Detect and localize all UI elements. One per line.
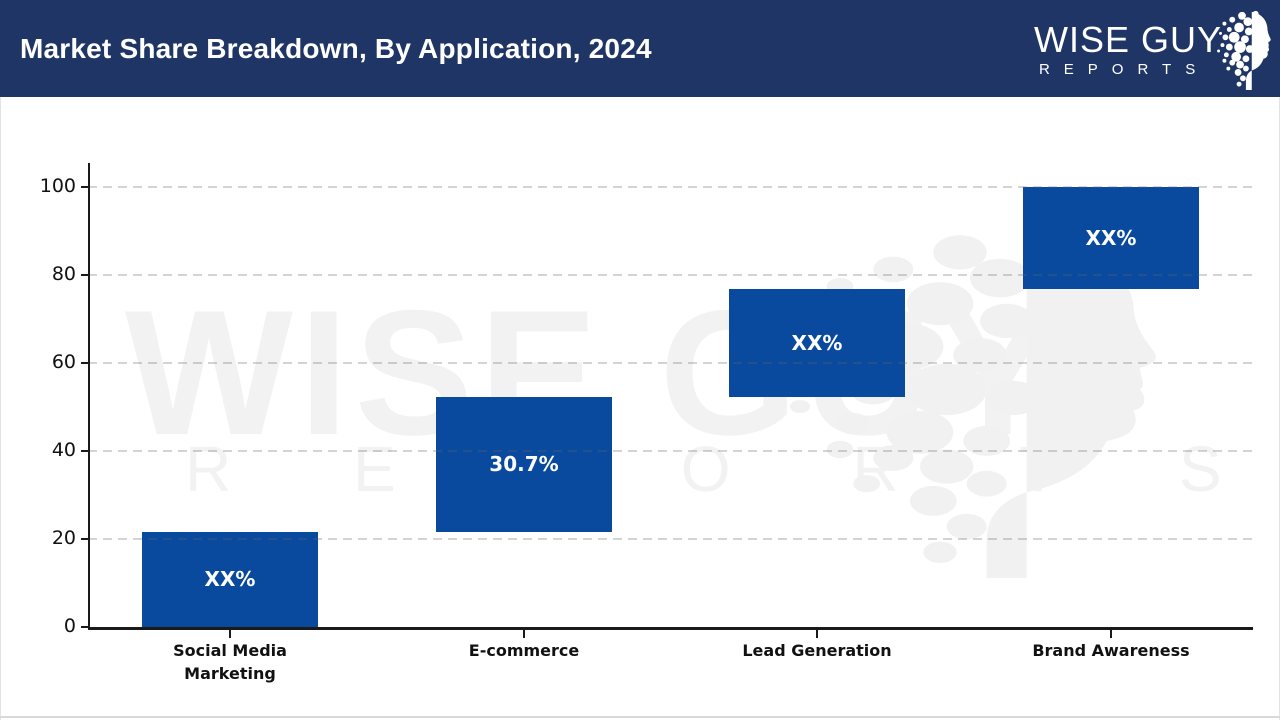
y-tick-mark-40: [81, 450, 88, 452]
brand-logo: WISE GUY REPORTS: [1034, 8, 1272, 90]
logo-wordmark: WISE GUY: [1033, 18, 1222, 60]
page-title: Market Share Breakdown, By Application, …: [20, 32, 652, 64]
app-header: Market Share Breakdown, By Application, …: [0, 0, 1280, 97]
y-tick-label-20: 20: [51, 527, 76, 549]
y-tick-mark-100: [81, 186, 88, 188]
bar-value-label-lead-generation: XX%: [791, 330, 843, 355]
logo-reports-text: REPORTS: [1038, 61, 1210, 79]
waterfall-bar-lead-generation: [729, 289, 905, 397]
x-tick-mark-social-media-marketing: [229, 630, 231, 638]
waterfall-bar-social-media-marketing: [142, 531, 318, 627]
x-tick-mark-e-commerce: [523, 630, 525, 638]
x-tick-label-social-media-marketing: Social Media Marketing: [173, 641, 287, 683]
y-tick-label-100: 100: [39, 175, 76, 197]
bottom-divider: [0, 716, 1280, 718]
gridline-y80: [88, 274, 1253, 276]
wiseguy-head-icon: [1217, 10, 1271, 90]
y-tick-mark-0: [81, 626, 88, 628]
x-axis: [88, 627, 1253, 630]
y-axis: [88, 163, 90, 630]
gridline-y100: [88, 186, 1253, 188]
gridline-y40: [88, 450, 1253, 452]
gridline-y20: [88, 538, 1253, 540]
x-tick-mark-brand-awareness: [1110, 630, 1112, 638]
y-tick-label-80: 80: [51, 263, 76, 285]
left-edge-divider: [0, 97, 1, 720]
x-tick-label-lead-generation: Lead Generation: [742, 641, 892, 660]
waterfall-bar-e-commerce: [436, 396, 612, 532]
bar-value-label-social-media-marketing: XX%: [204, 567, 256, 592]
x-tick-mark-lead-generation: [816, 630, 818, 638]
gridline-y60: [88, 362, 1253, 364]
y-tick-mark-80: [81, 274, 88, 276]
bar-value-label-e-commerce: 30.7%: [489, 452, 559, 477]
y-tick-label-60: 60: [51, 351, 76, 373]
y-tick-label-0: 0: [63, 615, 76, 637]
bar-value-label-brand-awareness: XX%: [1085, 226, 1137, 251]
waterfall-bar-brand-awareness: [1023, 187, 1199, 290]
x-tick-label-e-commerce: E-commerce: [468, 641, 580, 660]
x-tick-label-brand-awareness: Brand Awareness: [1032, 641, 1190, 660]
watermark-head-icon: [760, 218, 1160, 582]
y-tick-mark-60: [81, 362, 88, 364]
y-tick-label-40: 40: [51, 439, 76, 461]
y-tick-mark-20: [81, 538, 88, 540]
